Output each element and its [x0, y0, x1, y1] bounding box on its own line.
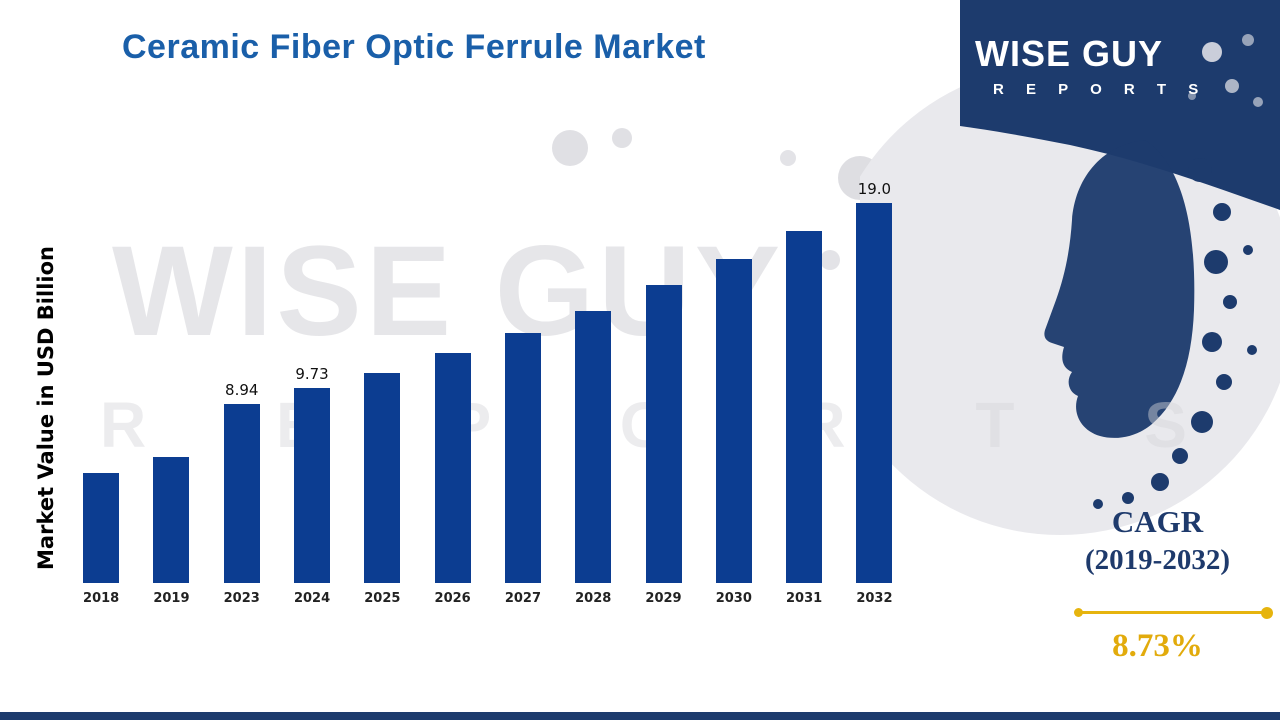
x-tick-label: 2024 [293, 591, 331, 606]
bar-column: 2025 [347, 163, 417, 606]
bar [715, 259, 752, 583]
divider-dot-left [1074, 608, 1083, 617]
bar-column: 2026 [417, 163, 487, 606]
bar-column: 2031 [769, 163, 839, 606]
bar-column: 2019 [136, 163, 206, 606]
x-tick-label: 2029 [645, 591, 682, 606]
divider-dot-right [1261, 606, 1273, 619]
bar-value-label: 9.73 [295, 365, 329, 384]
x-tick-label: 2030 [715, 591, 752, 606]
x-tick-label: 2018 [83, 591, 120, 606]
face-profile-silhouette [1044, 140, 1195, 438]
x-tick-label: 2031 [786, 591, 823, 606]
bar-value-label: 8.94 [225, 381, 259, 400]
page-title: Ceramic Fiber Optic Ferrule Market [122, 28, 706, 66]
bar-value-label: 19.0 [857, 180, 892, 198]
x-tick-label: 2025 [364, 591, 401, 606]
bar-column: 19.0 2032 [839, 163, 909, 606]
bar [364, 373, 401, 583]
bar [434, 353, 471, 583]
cagr-block: CAGR (2019-2032) [1040, 503, 1275, 578]
bar-column: 8.94 2023 [207, 163, 277, 606]
bar-column: 2028 [558, 163, 628, 606]
bar-column: 2029 [628, 163, 698, 606]
wiseguy-logo: WISE GUY R E P O R T S [975, 34, 1207, 98]
cagr-value: 8.73% [1112, 628, 1203, 664]
bar-column: 9.73 2024 [277, 163, 347, 606]
cagr-divider [1074, 606, 1273, 619]
brand-navy-panel [960, 0, 1280, 210]
bar [83, 473, 120, 583]
x-tick-label: 2032 [856, 591, 893, 606]
bar [645, 285, 682, 583]
cagr-heading: CAGR [1111, 504, 1204, 539]
bar [294, 388, 331, 583]
x-tick-label: 2019 [153, 591, 190, 606]
bar [153, 457, 190, 583]
bar-chart: 2018 2019 8.94 2023 9.73 2024 2025 2026 2027 2028… [66, 163, 910, 606]
x-tick-label: 2027 [504, 591, 542, 606]
footer-stripe [0, 712, 1280, 720]
logo-wordmark: WISE GUY [975, 33, 1164, 74]
y-axis-label: Market Value in USD Billion [34, 246, 58, 570]
bar [856, 203, 893, 583]
bar-column: 2027 [488, 163, 558, 606]
x-tick-label: 2026 [434, 591, 471, 606]
bar [786, 231, 823, 583]
bar [575, 311, 612, 583]
bar-column: 2018 [66, 163, 136, 606]
bar [504, 333, 541, 583]
cagr-range: (2019-2032) [1085, 543, 1230, 576]
x-tick-label: 2023 [223, 591, 260, 606]
bar [223, 404, 260, 583]
bar-column: 2030 [699, 163, 769, 606]
logo-subtext: R E P O R T S [993, 80, 1208, 98]
brand-decoration [860, 0, 1280, 535]
dissolve-dots [1093, 158, 1257, 509]
x-tick-label: 2028 [575, 591, 612, 606]
